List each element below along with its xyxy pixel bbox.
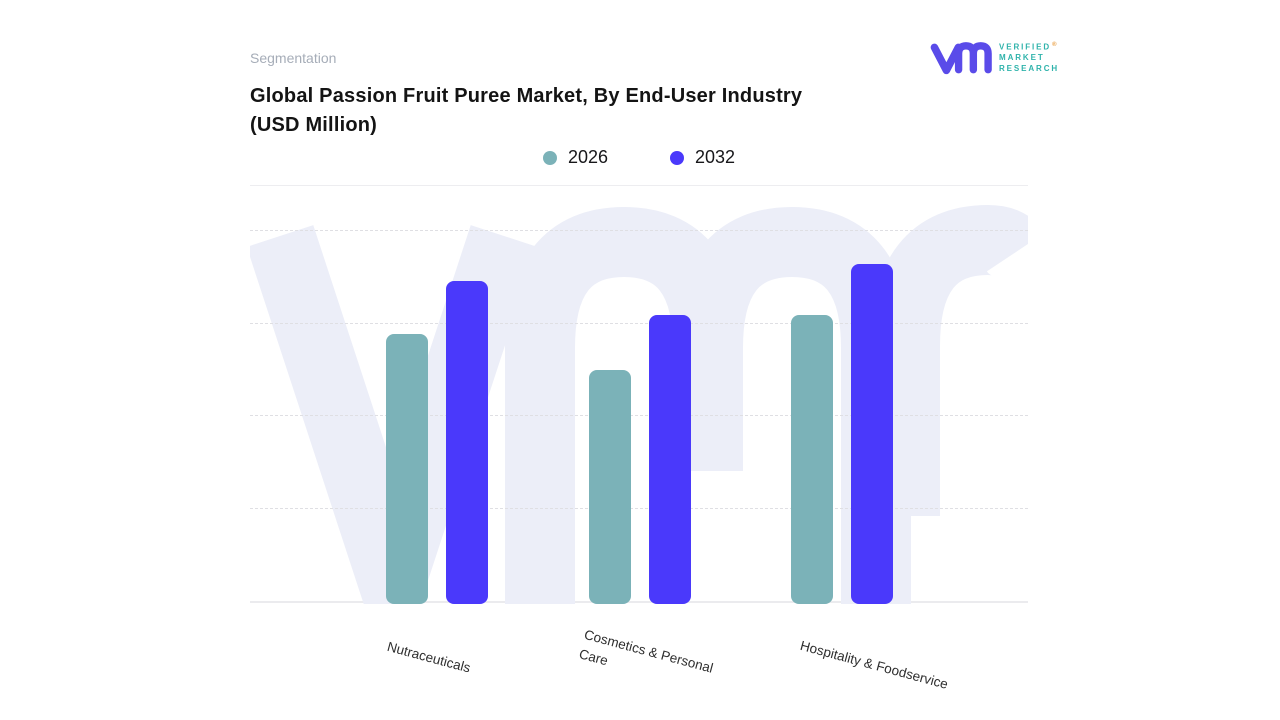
gridline-3	[250, 415, 1028, 416]
bar-2026-hospitality-foodservice[interactable]	[791, 315, 833, 604]
chart-title: Global Passion Fruit Puree Market, By En…	[250, 85, 803, 136]
registered-trademark-icon: ®	[1052, 42, 1057, 49]
vmr-logo: VERIFIED® MARKET RESEARCH	[930, 36, 1059, 80]
bar-2032-cosmetics-personal-care[interactable]	[649, 315, 691, 604]
chart-legend: 2026 2032	[250, 147, 1028, 168]
x-axis-label-nutraceuticals: Nutraceuticals	[385, 638, 473, 676]
legend-item-2026[interactable]: 2026	[542, 147, 608, 168]
bar-2032-nutraceuticals[interactable]	[446, 281, 488, 604]
legend-swatch-2032	[670, 150, 684, 165]
bar-2026-nutraceuticals[interactable]	[386, 334, 428, 604]
gridline-1	[250, 230, 1028, 231]
gridline-4	[250, 508, 1028, 509]
vmr-logo-text: VERIFIED® MARKET RESEARCH	[999, 42, 1059, 74]
x-axis-label-cosmetics-personal-care: Cosmetics & Personal Care	[577, 626, 715, 676]
bar-2032-hospitality-foodservice[interactable]	[851, 264, 893, 604]
plot-area	[250, 185, 1028, 604]
gridline-2	[250, 323, 1028, 324]
legend-label-2026: 2026	[567, 147, 608, 167]
segmentation-label: Segmentation	[250, 50, 337, 66]
bar-2026-cosmetics-personal-care[interactable]	[589, 370, 631, 604]
legend-swatch-2026	[542, 150, 557, 165]
logo-line-verified: VERIFIED	[999, 42, 1052, 52]
vmr-watermark-icon	[250, 204, 1028, 604]
vmr-logo-mark-icon	[930, 42, 992, 75]
x-axis-label-hospitality-foodservice: Hospitality & Foodservice	[798, 637, 950, 692]
legend-item-2032[interactable]: 2032	[670, 147, 735, 168]
legend-label-2032: 2032	[695, 147, 736, 167]
logo-line-market: MARKET	[999, 53, 1045, 63]
logo-line-research: RESEARCH	[999, 63, 1060, 73]
